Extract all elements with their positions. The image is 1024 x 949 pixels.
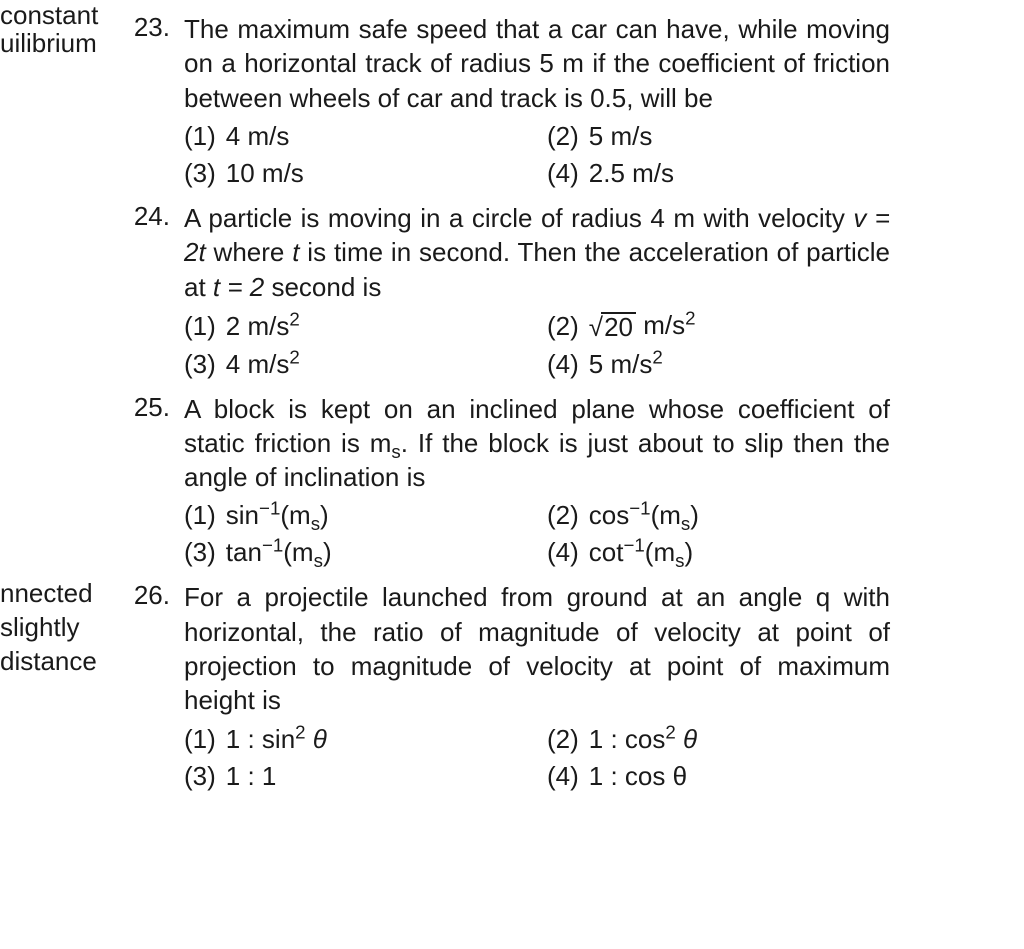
option-number: (2) bbox=[547, 311, 579, 342]
option-text: 5 m/s2 bbox=[589, 349, 663, 380]
option-number: (4) bbox=[547, 158, 579, 189]
text-part: second is bbox=[264, 272, 381, 302]
option-text: sin−1(ms) bbox=[226, 500, 329, 531]
subscript: s bbox=[391, 441, 400, 462]
option-3: (3) 1 : 1 bbox=[184, 761, 527, 792]
option-1: (1) sin−1(ms) bbox=[184, 500, 527, 531]
option-text: 2 m/s2 bbox=[226, 311, 300, 342]
option-4: (4) 2.5 m/s bbox=[547, 158, 890, 189]
equation: t = 2 bbox=[213, 272, 264, 302]
question-25: 25. A block is kept on an inclined plane… bbox=[130, 392, 890, 569]
option-text: 1 : cos2 θ bbox=[589, 724, 697, 755]
option-number: (2) bbox=[547, 121, 579, 152]
option-1: (1) 1 : sin2 θ bbox=[184, 724, 527, 755]
questions-content: 23. The maximum safe speed that a car ca… bbox=[130, 12, 890, 804]
text-part: A particle is moving in a circle of radi… bbox=[184, 203, 853, 233]
question-23: 23. The maximum safe speed that a car ca… bbox=[130, 12, 890, 189]
option-text: cot−1(ms) bbox=[589, 537, 693, 568]
option-number: (4) bbox=[547, 537, 579, 568]
options: (1) sin−1(ms) (2) cos−1(ms) (3) tan−1(ms… bbox=[184, 500, 890, 568]
option-3: (3) 4 m/s2 bbox=[184, 349, 527, 380]
option-text: cos−1(ms) bbox=[589, 500, 699, 531]
option-4: (4) cot−1(ms) bbox=[547, 537, 890, 568]
options: (1) 1 : sin2 θ (2) 1 : cos2 θ (3) 1 : 1 … bbox=[184, 724, 890, 792]
option-number: (3) bbox=[184, 158, 216, 189]
option-number: (2) bbox=[547, 724, 579, 755]
options: (1) 4 m/s (2) 5 m/s (3) 10 m/s (4) 2.5 m… bbox=[184, 121, 890, 189]
question-text: The maximum safe speed that a car can ha… bbox=[184, 12, 890, 115]
question-text: A block is kept on an inclined plane who… bbox=[184, 392, 890, 495]
sqrt-icon: √20 bbox=[589, 312, 636, 343]
option-3: (3) 10 m/s bbox=[184, 158, 527, 189]
option-text: 10 m/s bbox=[226, 158, 304, 189]
question-number: 24. bbox=[130, 201, 184, 232]
option-text: 1 : sin2 θ bbox=[226, 724, 327, 755]
option-number: (4) bbox=[547, 349, 579, 380]
option-number: (3) bbox=[184, 761, 216, 792]
option-text: √20 m/s2 bbox=[589, 310, 696, 343]
option-1: (1) 2 m/s2 bbox=[184, 310, 527, 343]
text-part: where bbox=[206, 237, 293, 267]
option-number: (3) bbox=[184, 537, 216, 568]
option-2: (2) 1 : cos2 θ bbox=[547, 724, 890, 755]
question-24: 24. A particle is moving in a circle of … bbox=[130, 201, 890, 380]
option-2: (2) cos−1(ms) bbox=[547, 500, 890, 531]
option-number: (1) bbox=[184, 121, 216, 152]
option-text: 4 m/s2 bbox=[226, 349, 300, 380]
question-text: For a projectile launched from ground at… bbox=[184, 580, 890, 717]
question-text: A particle is moving in a circle of radi… bbox=[184, 201, 890, 304]
option-2: (2) √20 m/s2 bbox=[547, 310, 890, 343]
option-text: 1 : 1 bbox=[226, 761, 277, 792]
margin-fragment: constant bbox=[0, 0, 98, 31]
question-number: 23. bbox=[130, 12, 184, 43]
options: (1) 2 m/s2 (2) √20 m/s2 (3) 4 m/s2 (4) 5… bbox=[184, 310, 890, 380]
option-text: 2.5 m/s bbox=[589, 158, 674, 189]
option-text: 5 m/s bbox=[589, 121, 653, 152]
option-text: 1 : cos θ bbox=[589, 761, 687, 792]
question-26: 26. For a projectile launched from groun… bbox=[130, 580, 890, 791]
option-4: (4) 1 : cos θ bbox=[547, 761, 890, 792]
option-number: (2) bbox=[547, 500, 579, 531]
question-number: 26. bbox=[130, 580, 184, 611]
option-number: (1) bbox=[184, 311, 216, 342]
option-2: (2) 5 m/s bbox=[547, 121, 890, 152]
option-1: (1) 4 m/s bbox=[184, 121, 527, 152]
option-number: (4) bbox=[547, 761, 579, 792]
option-text: tan−1(ms) bbox=[226, 537, 332, 568]
option-number: (1) bbox=[184, 500, 216, 531]
margin-fragment: distance bbox=[0, 646, 97, 677]
option-3: (3) tan−1(ms) bbox=[184, 537, 527, 568]
margin-fragment: nnected bbox=[0, 578, 93, 609]
option-text: 4 m/s bbox=[226, 121, 290, 152]
option-number: (3) bbox=[184, 349, 216, 380]
option-number: (1) bbox=[184, 724, 216, 755]
question-number: 25. bbox=[130, 392, 184, 423]
option-4: (4) 5 m/s2 bbox=[547, 349, 890, 380]
margin-fragment: slightly bbox=[0, 612, 79, 643]
margin-fragment: uilibrium bbox=[0, 28, 97, 59]
